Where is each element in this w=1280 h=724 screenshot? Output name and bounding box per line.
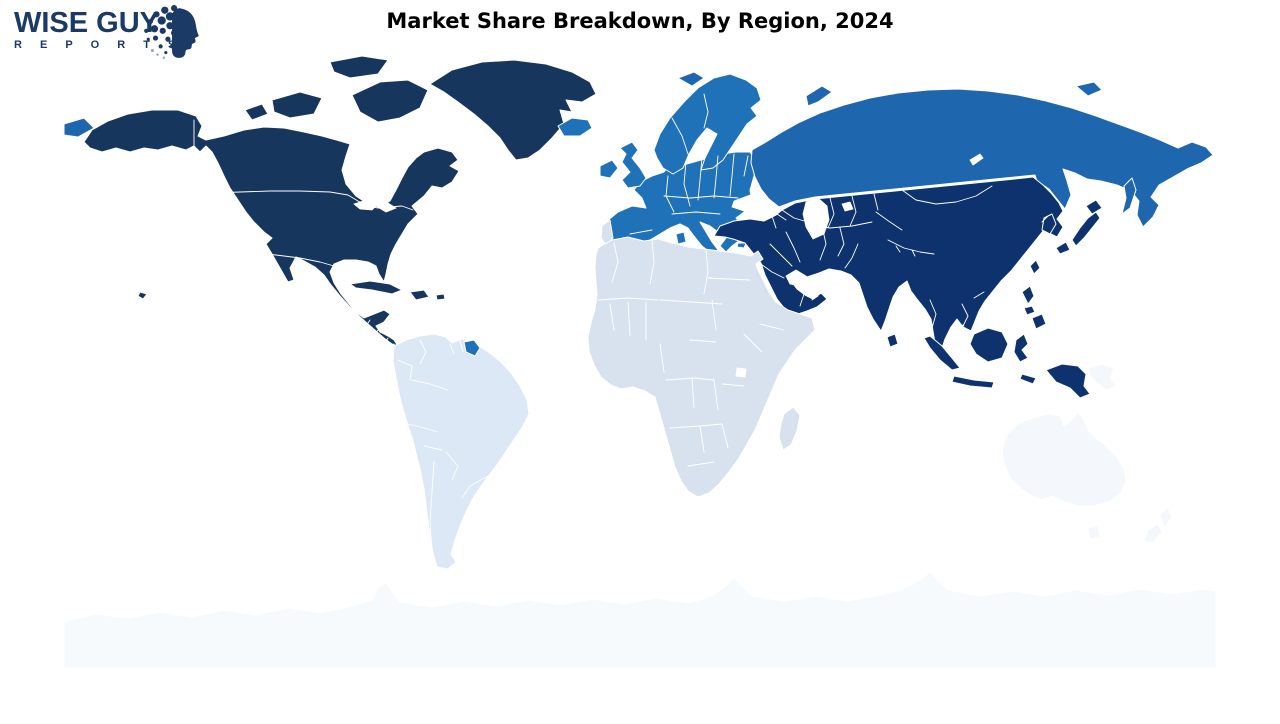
border-lines-north-america <box>193 119 414 350</box>
region-arctic-island-banks <box>244 103 269 121</box>
region-tasmania <box>1087 525 1101 540</box>
sea-persian-gulf <box>785 269 807 287</box>
region-australia <box>1001 411 1127 507</box>
region-lesser-sunda <box>1019 373 1037 385</box>
region-novaya-zemlya <box>805 85 833 107</box>
region-new-siberian-islands <box>1075 81 1103 97</box>
border-lines-africa <box>597 239 785 467</box>
region-sulawesi <box>1013 333 1029 363</box>
logo: WISE GUY R E P O R T S <box>14 5 214 59</box>
wise-guy-head-icon <box>140 4 202 70</box>
region-hawaii <box>137 291 148 300</box>
region-great-britain <box>619 141 647 189</box>
region-sardinia <box>675 231 687 245</box>
chart-title: Market Share Breakdown, By Region, 2024 <box>386 9 894 33</box>
region-arctic-island-ellesmere <box>329 55 389 79</box>
region-iceland <box>557 117 593 137</box>
region-west-papua <box>1045 363 1091 399</box>
region-south-america <box>392 333 530 570</box>
logo-wordmark: WISE GUY <box>14 7 160 39</box>
region-hispaniola <box>409 289 430 301</box>
region-new-zealand-north <box>1159 507 1173 528</box>
region-greenland <box>429 59 597 161</box>
region-africa <box>587 236 816 498</box>
region-scandinavia <box>653 73 762 175</box>
region-japan-honshu <box>1071 211 1101 247</box>
region-sri-lanka <box>886 333 899 348</box>
region-north-america-mainland <box>83 109 460 347</box>
region-japan-kyushu <box>1055 241 1071 255</box>
sea-aral-sea <box>841 201 854 212</box>
region-puerto-rico <box>435 293 446 301</box>
region-russia-chukotka-west <box>63 117 95 138</box>
border-lines-europe <box>629 93 749 235</box>
region-arctic-island-baffin <box>351 79 429 123</box>
region-ireland <box>599 159 619 179</box>
region-sakhalin <box>1121 177 1137 215</box>
region-japan-hokkaido <box>1085 199 1103 215</box>
region-antarctica <box>63 571 1217 669</box>
border-lines-asia <box>757 185 1049 329</box>
sea-lake-victoria <box>735 367 747 378</box>
logo-subtext: R E P O R T S <box>14 39 183 52</box>
region-svalbard <box>677 71 705 87</box>
region-papua-new-guinea <box>1087 363 1117 391</box>
region-arctic-island-victoria <box>271 91 323 119</box>
region-borneo <box>969 327 1009 363</box>
region-java <box>951 375 995 389</box>
region-new-zealand-south <box>1143 523 1163 544</box>
region-madagascar <box>778 406 801 451</box>
border-lines-south-america <box>397 339 489 551</box>
sea-lake-baikal <box>969 153 984 166</box>
region-philippines-luzon <box>1021 285 1035 305</box>
region-taiwan <box>1029 259 1041 275</box>
region-philippines-visayas <box>1023 305 1036 316</box>
region-french-guiana <box>463 339 481 357</box>
region-cuba <box>349 280 403 295</box>
region-cyprus <box>736 242 747 249</box>
sea-black-sea <box>731 194 776 214</box>
region-sumatra <box>923 335 961 371</box>
region-philippines-mindanao <box>1031 313 1047 330</box>
